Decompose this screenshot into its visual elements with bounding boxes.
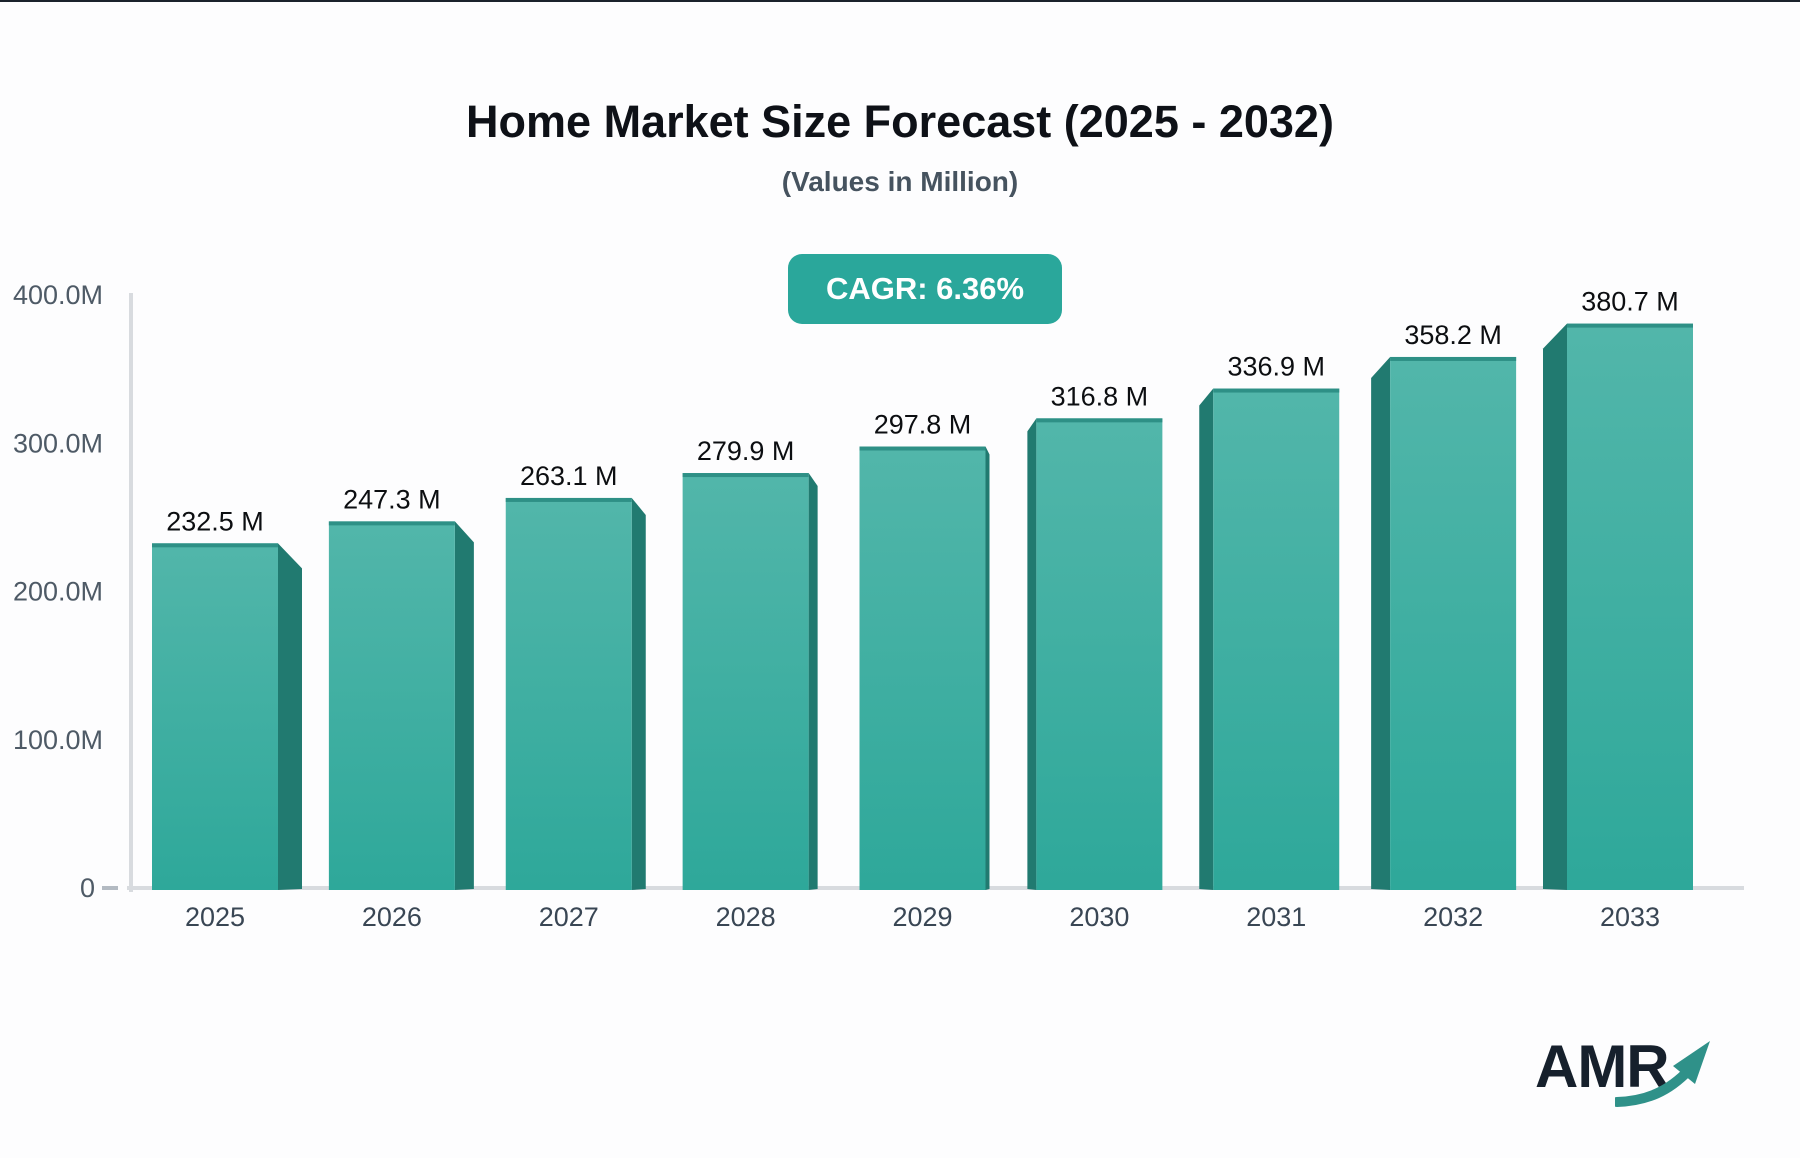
bar-main-face — [1036, 418, 1163, 890]
bar-2027: 263.1 M 2027 — [505, 461, 646, 932]
bar-side-face — [1199, 388, 1214, 890]
x-axis-label: 2033 — [1600, 902, 1660, 932]
bar-2026: 247.3 M 2026 — [328, 484, 474, 932]
amr-logo: AMR — [1535, 1032, 1725, 1110]
bar-value-label: 380.7 M — [1581, 287, 1679, 317]
y-axis-line — [129, 293, 133, 892]
amr-logo-text: AMR — [1535, 1033, 1670, 1100]
chart-subtitle: (Values in Million) — [781, 166, 1019, 197]
bar-side-face — [1543, 323, 1567, 890]
bar-value-label: 263.1 M — [520, 461, 618, 491]
bar-value-label: 232.5 M — [166, 506, 264, 536]
y-axis-label: 100.0M — [13, 725, 103, 755]
zero-tick-mark — [102, 886, 118, 890]
bar-2028: 279.9 M 2028 — [682, 436, 818, 932]
x-axis-label: 2032 — [1423, 902, 1483, 932]
bar-side-face — [985, 446, 990, 890]
bar-2032: 358.2 M 2032 — [1371, 320, 1517, 932]
x-axis-label: 2026 — [362, 902, 422, 932]
y-axis-label: 400.0M — [13, 280, 103, 310]
bar-top-edge — [505, 497, 632, 502]
bar-2031: 336.9 M 2031 — [1199, 352, 1340, 932]
bar-value-label: 358.2 M — [1404, 320, 1502, 350]
bar-value-label: 336.9 M — [1227, 352, 1325, 382]
bar-2033: 380.7 M 2033 — [1543, 287, 1693, 932]
bar-side-face — [278, 543, 302, 890]
bar-main-face — [1390, 356, 1517, 890]
x-axis-label: 2029 — [892, 902, 952, 932]
bar-value-label: 316.8 M — [1051, 381, 1149, 411]
bar-top-edge — [152, 543, 278, 548]
bar-main-face — [1213, 388, 1340, 890]
x-axis-label: 2030 — [1069, 902, 1129, 932]
bar-side-face — [631, 497, 646, 890]
growth-arrow-icon — [1615, 1041, 1710, 1107]
bar-2025: 232.5 M 2025 — [152, 506, 302, 932]
bar-2029: 297.8 M 2029 — [859, 410, 990, 932]
x-axis-label: 2028 — [716, 902, 776, 932]
bar-top-edge — [1567, 323, 1693, 328]
bar-side-face — [1371, 356, 1391, 890]
bar-value-label: 297.8 M — [874, 410, 972, 440]
bar-top-edge — [1036, 418, 1163, 423]
bar-value-label: 247.3 M — [343, 484, 441, 514]
bar-main-face — [859, 446, 986, 890]
bar-2030: 316.8 M 2030 — [1027, 381, 1163, 932]
bar-top-edge — [682, 473, 809, 478]
bar-side-face — [808, 473, 818, 890]
chart-title: Home Market Size Forecast (2025 - 2032) — [466, 96, 1334, 147]
bar-main-face — [328, 521, 455, 890]
cagr-badge: CAGR: 6.36% — [788, 254, 1062, 324]
y-axis-label: 0 — [80, 873, 95, 903]
bar-main-face — [152, 543, 278, 890]
bar-side-face — [454, 521, 474, 890]
bar-value-label: 279.9 M — [697, 436, 795, 466]
x-axis-label: 2031 — [1246, 902, 1306, 932]
bar-top-edge — [859, 446, 986, 451]
bar-top-edge — [328, 521, 455, 526]
bar-side-face — [1027, 418, 1037, 890]
x-axis-label: 2027 — [539, 902, 599, 932]
bar-main-face — [505, 497, 632, 890]
bar-top-edge — [1213, 388, 1340, 393]
x-axis-label: 2025 — [185, 902, 245, 932]
bar-top-edge — [1390, 356, 1517, 361]
y-axis-label: 200.0M — [13, 577, 103, 607]
bar-main-face — [682, 473, 809, 890]
y-axis-label: 300.0M — [13, 428, 103, 458]
bar-main-face — [1567, 323, 1693, 890]
